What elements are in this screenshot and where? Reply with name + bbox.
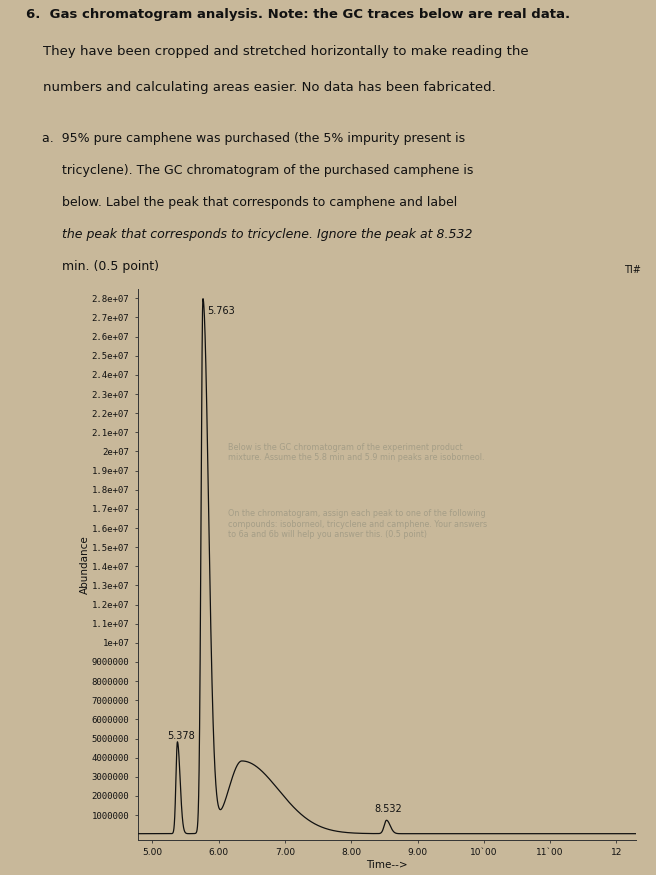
Text: tricyclene). The GC chromatogram of the purchased camphene is: tricyclene). The GC chromatogram of the … [26, 164, 474, 177]
Text: They have been cropped and stretched horizontally to make reading the: They have been cropped and stretched hor… [26, 45, 529, 58]
Text: the peak that corresponds to tricyclene. Ignore the peak at 8.532: the peak that corresponds to tricyclene.… [26, 228, 473, 242]
Y-axis label: Abundance: Abundance [81, 535, 91, 594]
Text: 6.  Gas chromatogram analysis. Note: the GC traces below are real data.: 6. Gas chromatogram analysis. Note: the … [26, 9, 570, 21]
Text: 5.378: 5.378 [167, 731, 195, 740]
Text: below. Label the peak that corresponds to camphene and label: below. Label the peak that corresponds t… [26, 196, 457, 209]
X-axis label: Time-->: Time--> [366, 860, 408, 870]
Text: 8.532: 8.532 [375, 804, 402, 814]
Text: On the chromatogram, assign each peak to one of the following
compounds: isoborn: On the chromatogram, assign each peak to… [228, 509, 487, 539]
Text: a.  95% pure camphene was purchased (the 5% impurity present is: a. 95% pure camphene was purchased (the … [26, 131, 465, 144]
Text: min. (0.5 point): min. (0.5 point) [26, 261, 159, 273]
Text: Below is the GC chromatogram of the experiment product
mixture. Assume the 5.8 m: Below is the GC chromatogram of the expe… [228, 443, 484, 463]
Text: 5.763: 5.763 [207, 305, 235, 316]
Text: TI#: TI# [625, 265, 642, 275]
Text: numbers and calculating areas easier. No data has been fabricated.: numbers and calculating areas easier. No… [26, 81, 496, 94]
